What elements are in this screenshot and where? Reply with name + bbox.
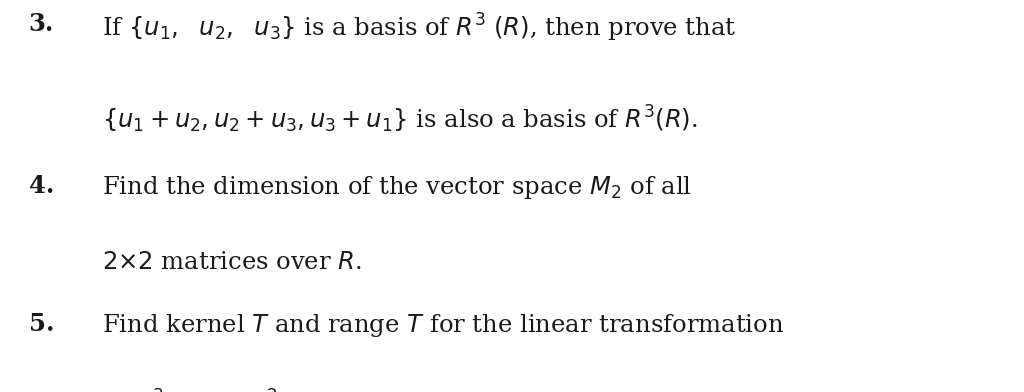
Text: 3.: 3.	[29, 12, 54, 36]
Text: $T: R^3(R)\qquad R^2(R)$ defined by $T(x_1, x_2, x_3) = (x_1 - x_2, x_2 + x_3)$.: $T: R^3(R)\qquad R^2(R)$ defined by $T(x…	[102, 388, 825, 392]
Text: Find kernel $T$ and range $T$ for the linear transformation: Find kernel $T$ and range $T$ for the li…	[102, 312, 784, 339]
Text: If $\{u_1,\ \ u_2,\ \ u_3\}$ is a basis of $R^3$ $(R)$, then prove that: If $\{u_1,\ \ u_2,\ \ u_3\}$ is a basis …	[102, 12, 737, 44]
Text: $\{u_1+u_2, u_2+u_3, u_3+u_1\}$ is also a basis of $R^3(R)$.: $\{u_1+u_2, u_2+u_3, u_3+u_1\}$ is also …	[102, 104, 698, 135]
Text: 5.: 5.	[29, 312, 54, 336]
Text: 4.: 4.	[29, 174, 54, 198]
Text: $2{\times}2$ matrices over $R$.: $2{\times}2$ matrices over $R$.	[102, 251, 362, 274]
Text: Find the dimension of the vector space $M_2$ of all: Find the dimension of the vector space $…	[102, 174, 692, 201]
